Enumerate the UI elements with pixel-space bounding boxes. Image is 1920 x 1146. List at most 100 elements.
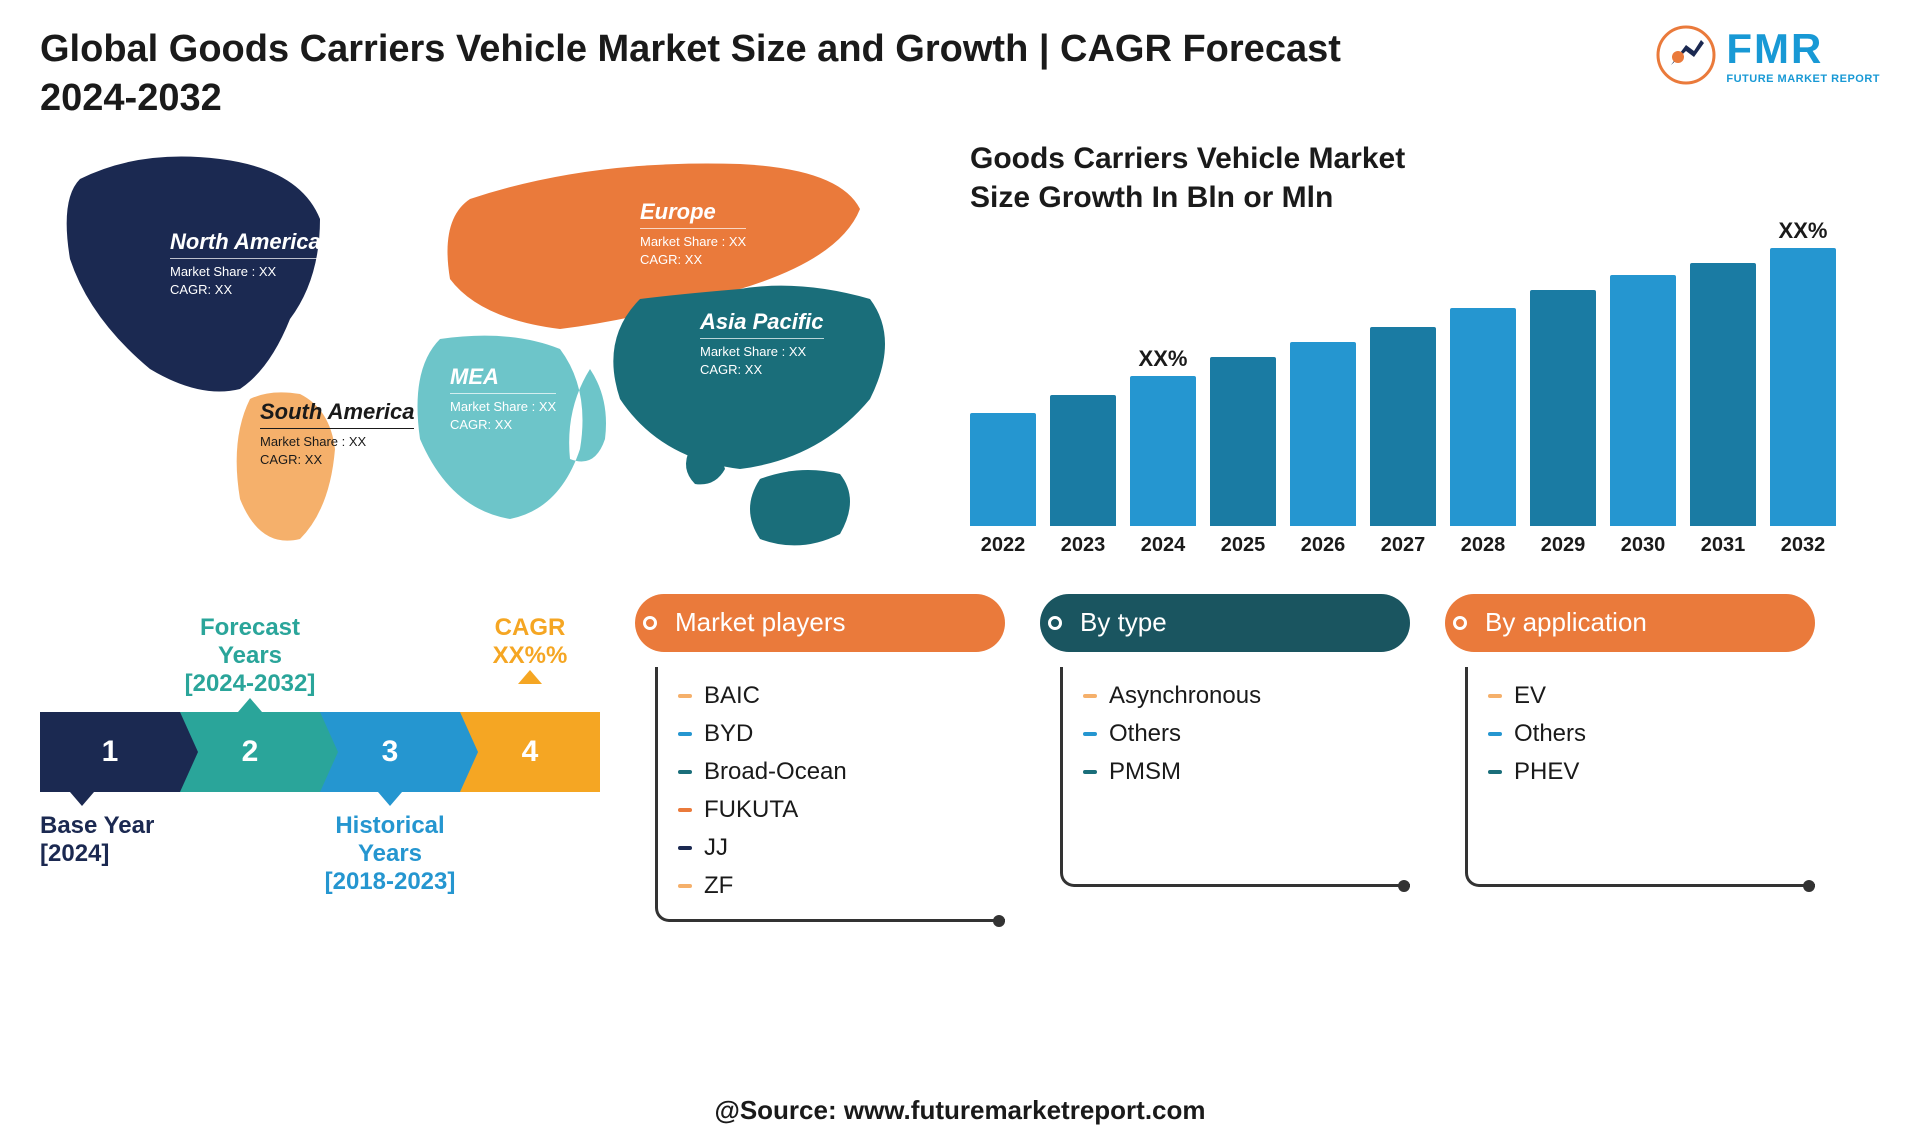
- bar-year-label: 2025: [1221, 534, 1266, 557]
- bar-year-label: 2026: [1301, 534, 1346, 557]
- tl-cagr-label: CAGR: [460, 614, 600, 642]
- bar-chart: 2022 2023 XX%2024 2025 2026 2027 2028 2029 2030 2…: [970, 227, 1880, 557]
- list-item: JJ: [678, 829, 1005, 867]
- list-item-label: BYD: [704, 720, 753, 748]
- bar-year-label: 2030: [1621, 534, 1666, 557]
- region-ap-share: Market Share : XX: [700, 343, 824, 361]
- dash-icon: [678, 770, 692, 774]
- bar: [1210, 357, 1276, 526]
- logo-main-text: FMR: [1726, 25, 1880, 73]
- timeline-segment: 2: [180, 712, 320, 792]
- region-na-name: North America: [170, 229, 321, 259]
- category-title: By application: [1485, 607, 1647, 638]
- list-item-label: PHEV: [1514, 758, 1579, 786]
- category-pill: By application: [1445, 594, 1815, 652]
- timeline-segment: 3: [320, 712, 460, 792]
- world-map: North America Market Share : XX CAGR: XX…: [40, 139, 940, 559]
- telescope-icon: [1656, 25, 1716, 85]
- bar: [1530, 290, 1596, 526]
- category-list: EV Others PHEV: [1465, 667, 1815, 887]
- tl-base-arrow-icon: [70, 792, 94, 806]
- bullet-icon: [1453, 616, 1467, 630]
- tl-forecast-label: Forecast Years: [180, 614, 320, 670]
- fmr-logo: FMR FUTURE MARKET REPORT: [1656, 25, 1880, 85]
- bullet-icon: [643, 616, 657, 630]
- list-item: Asynchronous: [1083, 677, 1410, 715]
- region-na-cagr: CAGR: XX: [170, 281, 321, 299]
- bar-col: XX%2024: [1130, 376, 1196, 557]
- region-eu-cagr: CAGR: XX: [640, 251, 746, 269]
- bar-year-label: 2023: [1061, 534, 1106, 557]
- list-item-label: Others: [1514, 720, 1586, 748]
- dash-icon: [1488, 694, 1502, 698]
- tl-hist-sub: [2018-2023]: [320, 868, 460, 896]
- list-item-label: PMSM: [1109, 758, 1181, 786]
- logo-sub-text: FUTURE MARKET REPORT: [1726, 73, 1880, 85]
- dash-icon: [678, 732, 692, 736]
- chart-title: Goods Carriers Vehicle Market Size Growt…: [970, 139, 1420, 217]
- tl-hist-label: Historical Years: [320, 812, 460, 868]
- region-ap-cagr: CAGR: XX: [700, 361, 824, 379]
- bar-col: 2023: [1050, 395, 1116, 557]
- category-list: Asynchronous Others PMSM: [1060, 667, 1410, 887]
- region-sa-share: Market Share : XX: [260, 433, 414, 451]
- list-item: Others: [1083, 715, 1410, 753]
- list-item: FUKUTA: [678, 791, 1005, 829]
- list-item-label: Broad-Ocean: [704, 758, 847, 786]
- list-item: Broad-Ocean: [678, 753, 1005, 791]
- region-mea-cagr: CAGR: XX: [450, 416, 556, 434]
- list-item-label: JJ: [704, 834, 728, 862]
- list-item: PMSM: [1083, 753, 1410, 791]
- source-attribution: @Source: www.futuremarketreport.com: [714, 1095, 1205, 1126]
- bar-col: 2025: [1210, 357, 1276, 557]
- dash-icon: [678, 846, 692, 850]
- list-item-label: Others: [1109, 720, 1181, 748]
- bar-year-label: 2032: [1781, 534, 1826, 557]
- list-item: BAIC: [678, 677, 1005, 715]
- tl-forecast-arrow-icon: [238, 698, 262, 712]
- page-title: Global Goods Carriers Vehicle Market Siz…: [40, 25, 1440, 124]
- list-item: EV: [1488, 677, 1815, 715]
- list-item: Others: [1488, 715, 1815, 753]
- bar-year-label: 2027: [1381, 534, 1426, 557]
- bar-col: 2026: [1290, 342, 1356, 557]
- bar-col: 2022: [970, 413, 1036, 557]
- list-item-label: EV: [1514, 682, 1546, 710]
- region-eu-name: Europe: [640, 199, 746, 229]
- region-ap-name: Asia Pacific: [700, 309, 824, 339]
- bar: [1450, 308, 1516, 526]
- bar-year-label: 2029: [1541, 534, 1586, 557]
- bar: [1290, 342, 1356, 526]
- region-sa-name: South America: [260, 399, 414, 429]
- dash-icon: [1083, 732, 1097, 736]
- bar-col: XX% 2032: [1770, 248, 1836, 557]
- timeline-bar: 1234: [40, 712, 600, 792]
- bar-year-label: 2031: [1701, 534, 1746, 557]
- list-item-label: BAIC: [704, 682, 760, 710]
- bullet-icon: [1048, 616, 1062, 630]
- bar-col: 2028: [1450, 308, 1516, 557]
- bar: [1050, 395, 1116, 526]
- region-mea-share: Market Share : XX: [450, 398, 556, 416]
- timeline-segment: 1: [40, 712, 180, 792]
- category-column: By application EV Others PHEV: [1445, 594, 1815, 922]
- bar-annotation: XX%: [1139, 346, 1188, 372]
- category-title: Market players: [675, 607, 846, 638]
- list-item: BYD: [678, 715, 1005, 753]
- list-item-label: ZF: [704, 872, 733, 900]
- region-mea-name: MEA: [450, 364, 556, 394]
- list-item-label: FUKUTA: [704, 796, 798, 824]
- list-item: PHEV: [1488, 753, 1815, 791]
- dash-icon: [1488, 732, 1502, 736]
- tl-cagr-arrow-icon: [518, 670, 542, 684]
- bar: [970, 413, 1036, 526]
- category-list: BAIC BYD Broad-Ocean FUKUTA JJ ZF: [655, 667, 1005, 922]
- bar-col: 2027: [1370, 327, 1436, 557]
- tl-hist-arrow-icon: [378, 792, 402, 806]
- bar-col: 2030: [1610, 275, 1676, 557]
- category-column: By typeAsynchronousOthersPMSM: [1040, 594, 1410, 922]
- bar: [1690, 263, 1756, 526]
- category-pill: Market players: [635, 594, 1005, 652]
- bar: XX%: [1770, 248, 1836, 526]
- bar-year-label: 2022: [981, 534, 1026, 557]
